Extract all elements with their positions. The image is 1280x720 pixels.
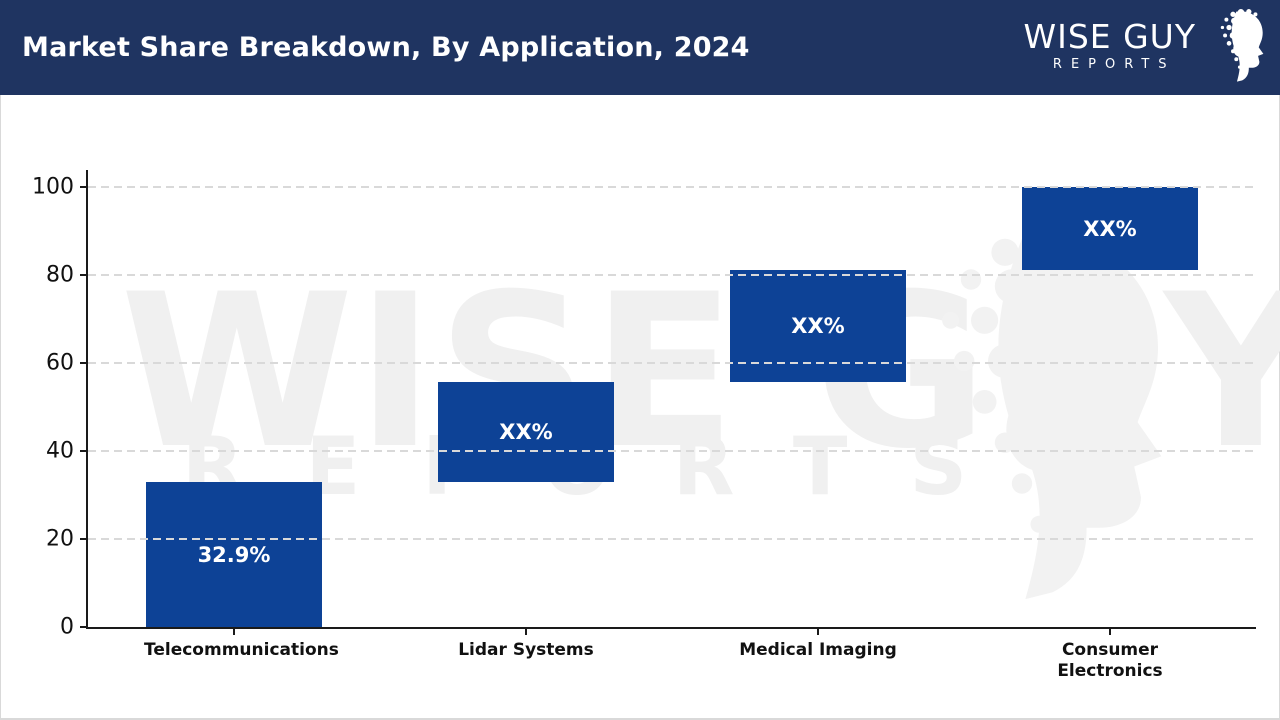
x-category-text: Medical Imaging: [739, 640, 897, 660]
y-tick-label-80: 80: [46, 262, 74, 288]
x-axis-spine: [86, 627, 1256, 629]
gridline-40: [88, 450, 1256, 452]
chart-title: Market Share Breakdown, By Application, …: [22, 32, 750, 63]
y-tick-label-40: 40: [46, 438, 74, 464]
brand-subtitle: REPORTS: [1052, 56, 1176, 72]
y-tick-20: [80, 538, 88, 540]
x-category-text: Consumer Electronics: [1057, 640, 1163, 682]
y-axis-spine: [86, 170, 88, 629]
header-band: Market Share Breakdown, By Application, …: [0, 0, 1280, 95]
x-category-label-telecommunications: Telecommunications: [144, 640, 339, 661]
y-tick-80: [80, 274, 88, 276]
bar-telecommunications: [146, 482, 322, 627]
gridline-100: [88, 186, 1256, 188]
y-tick-label-60: 60: [46, 350, 74, 376]
brand-name: WISE GUY: [1023, 17, 1196, 57]
x-tick-consumer-electronics: [1109, 629, 1111, 635]
y-tick-label-0: 0: [60, 614, 74, 640]
y-tick-60: [80, 362, 88, 364]
y-tick-100: [80, 186, 88, 188]
x-category-text: Lidar Systems: [458, 640, 594, 660]
bar-value-label-telecommunications: 32.9%: [197, 542, 271, 567]
x-tick-medical-imaging: [817, 629, 819, 635]
brand-logo: WISE GUY REPORTS: [1023, 6, 1266, 86]
y-tick-40: [80, 450, 88, 452]
x-category-label-lidar-systems: Lidar Systems: [436, 640, 616, 661]
gridline-80: [88, 274, 1256, 276]
brand-head-dots-icon: [1220, 9, 1264, 82]
x-category-text: Telecommunications: [144, 640, 339, 660]
bar-value-label-lidar-systems: XX%: [499, 420, 553, 445]
gridline-20: [88, 538, 1256, 540]
bar-value-label-medical-imaging: XX%: [791, 314, 845, 339]
bar-consumer-electronics: [1022, 187, 1198, 271]
x-tick-lidar-systems: [525, 629, 527, 635]
x-category-label-consumer-electronics: Consumer Electronics: [1020, 640, 1200, 683]
x-tick-telecommunications: [233, 629, 235, 635]
y-tick-label-100: 100: [32, 174, 74, 200]
gridline-60: [88, 362, 1256, 364]
brand-wordmark: WISE GUY REPORTS: [1023, 20, 1196, 72]
y-tick-0: [80, 626, 88, 628]
bar-lidar-systems: [438, 382, 614, 483]
x-category-label-medical-imaging: Medical Imaging: [728, 640, 908, 661]
bar-value-label-consumer-electronics: XX%: [1083, 216, 1137, 241]
y-tick-label-20: 20: [46, 526, 74, 552]
